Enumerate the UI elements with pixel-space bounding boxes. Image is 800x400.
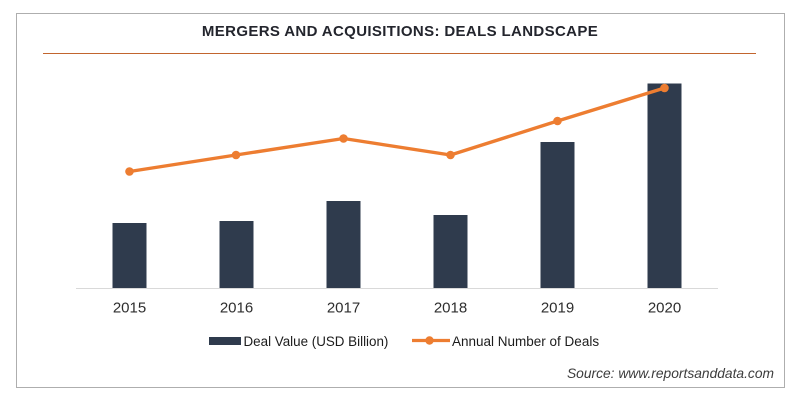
svg-text:Annual Number of Deals: Annual Number of Deals — [452, 334, 599, 349]
svg-text:Deal Value (USD Billion): Deal Value (USD Billion) — [244, 334, 389, 349]
svg-text:2017: 2017 — [327, 300, 360, 317]
svg-text:2015: 2015 — [113, 300, 146, 317]
svg-text:2020: 2020 — [648, 300, 681, 317]
svg-text:2019: 2019 — [541, 300, 574, 317]
svg-text:2018: 2018 — [434, 300, 467, 317]
svg-text:2016: 2016 — [220, 300, 253, 317]
